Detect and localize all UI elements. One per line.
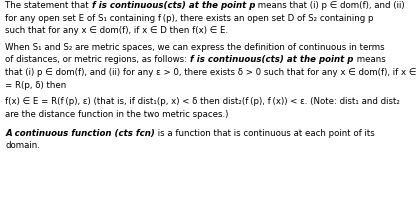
Text: is a function that is continuous at each point of its: is a function that is continuous at each… (155, 129, 375, 138)
Text: domain.: domain. (5, 141, 40, 150)
Text: for any open set E of S₁ containing f (p), there exists an open set D of S₂ cont: for any open set E of S₁ containing f (p… (5, 14, 374, 23)
Text: such that for any x ∈ dom(f), if x ∈ D then f(x) ∈ E.: such that for any x ∈ dom(f), if x ∈ D t… (5, 26, 228, 35)
Text: = R(p, δ) then: = R(p, δ) then (5, 81, 67, 89)
Text: that (i) p ∈ dom(f), and (ii) for any ε > 0, there exists δ > 0 such that for an: that (i) p ∈ dom(f), and (ii) for any ε … (5, 68, 420, 77)
Text: of distances, or metric regions, as follows:: of distances, or metric regions, as foll… (5, 55, 190, 64)
Text: The statement that: The statement that (5, 1, 92, 10)
Text: A continuous function (cts fcn): A continuous function (cts fcn) (5, 129, 155, 138)
Text: f is continuous(cts) at the point p: f is continuous(cts) at the point p (190, 55, 354, 64)
Text: f(x) ∈ E = R(f (p), ε) (that is, if dist₁(p, x) < δ then dist₂(f (p), f (x)) < ε: f(x) ∈ E = R(f (p), ε) (that is, if dist… (5, 97, 400, 106)
Text: When S₁ and S₂ are metric spaces, we can express the definition of continuous in: When S₁ and S₂ are metric spaces, we can… (5, 43, 385, 52)
Text: f is continuous(cts) at the point p: f is continuous(cts) at the point p (92, 1, 255, 10)
Text: means: means (354, 55, 385, 64)
Text: means that (i) p ∈ dom(f), and (ii): means that (i) p ∈ dom(f), and (ii) (255, 1, 405, 10)
Text: are the distance function in the two metric spaces.): are the distance function in the two met… (5, 110, 229, 119)
